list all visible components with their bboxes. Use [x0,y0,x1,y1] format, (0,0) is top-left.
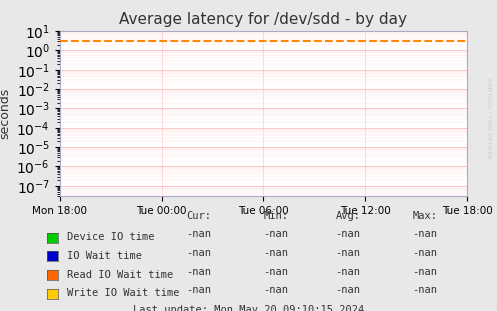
Text: -nan: -nan [263,229,288,239]
Text: Avg:: Avg: [335,211,360,221]
Text: Max:: Max: [413,211,437,221]
Text: -nan: -nan [335,285,360,295]
Text: -nan: -nan [413,248,437,258]
Text: Device IO time: Device IO time [67,232,155,242]
Text: RRDTOOL / TOBI OETIKER: RRDTOOL / TOBI OETIKER [486,78,491,159]
Text: Cur:: Cur: [186,211,211,221]
Y-axis label: seconds: seconds [0,88,11,139]
Text: Last update: Mon May 20 09:10:15 2024: Last update: Mon May 20 09:10:15 2024 [133,304,364,311]
Text: -nan: -nan [186,248,211,258]
Text: Min:: Min: [263,211,288,221]
Text: -nan: -nan [263,285,288,295]
Text: -nan: -nan [413,285,437,295]
Text: -nan: -nan [413,267,437,276]
Text: -nan: -nan [186,285,211,295]
Text: -nan: -nan [186,229,211,239]
Text: -nan: -nan [335,229,360,239]
Text: Read IO Wait time: Read IO Wait time [67,270,173,280]
Text: -nan: -nan [413,229,437,239]
Text: -nan: -nan [335,248,360,258]
Text: -nan: -nan [263,248,288,258]
Text: Write IO Wait time: Write IO Wait time [67,288,179,298]
Text: -nan: -nan [186,267,211,276]
Text: -nan: -nan [263,267,288,276]
Text: -nan: -nan [335,267,360,276]
Text: IO Wait time: IO Wait time [67,251,142,261]
Title: Average latency for /dev/sdd - by day: Average latency for /dev/sdd - by day [119,12,408,27]
